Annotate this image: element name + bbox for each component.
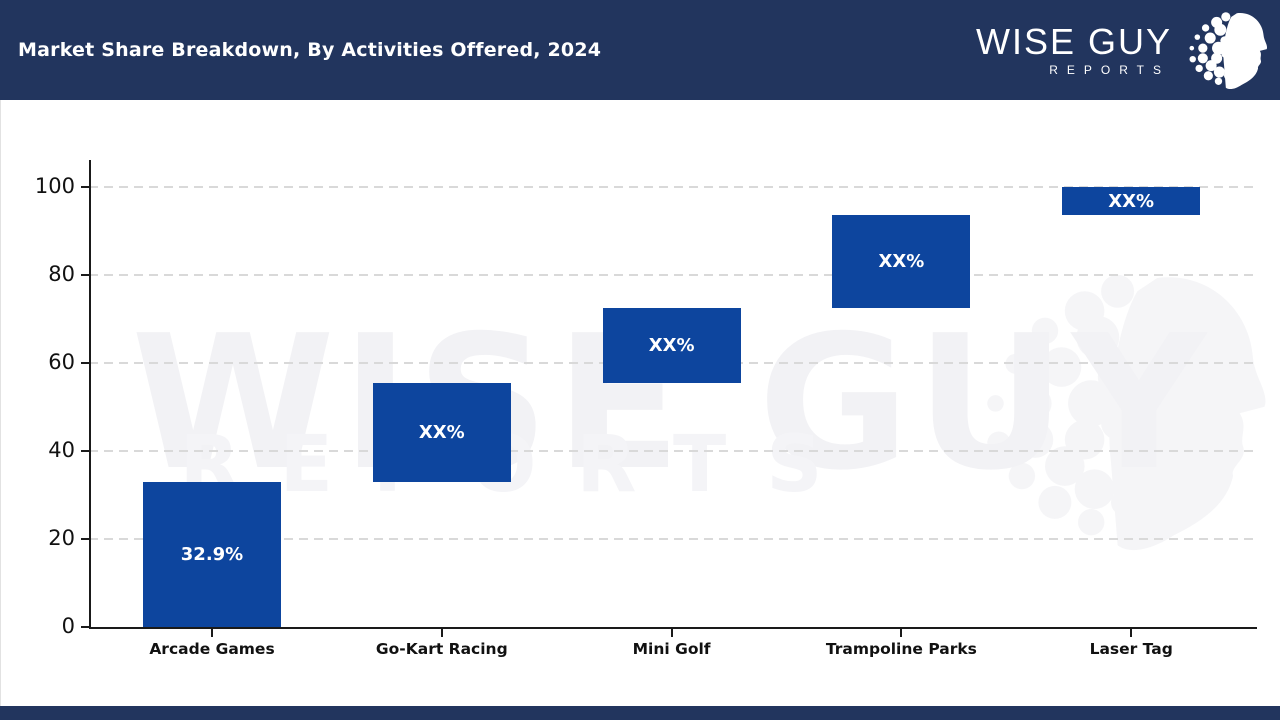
y-axis-tick	[81, 450, 89, 452]
bar-value-label: XX%	[648, 334, 695, 356]
bar-value-label: XX%	[418, 422, 465, 444]
y-axis-tick	[81, 186, 89, 188]
bar-arcade-games: 32.9%	[143, 482, 281, 627]
bar-go-kart-racing: XX%	[372, 382, 511, 483]
y-axis-tick	[81, 274, 89, 276]
page-title: Market Share Breakdown, By Activities Of…	[18, 39, 602, 61]
logo-subtitle: REPORTS	[1049, 63, 1170, 77]
x-axis-tick	[440, 629, 443, 637]
header-banner: Market Share Breakdown, By Activities Of…	[0, 0, 1280, 100]
x-axis-tick	[670, 629, 673, 637]
bar-laser-tag: XX%	[1062, 187, 1201, 216]
logo-text: WISE GUY REPORTS	[975, 21, 1172, 78]
bar-mini-golf: XX%	[602, 308, 741, 383]
x-axis-tick	[900, 629, 903, 637]
bar-value-label: XX%	[1108, 190, 1155, 212]
watermark-head-graphic	[987, 274, 1266, 551]
y-axis-tick	[81, 362, 89, 364]
y-tick-label: 40	[48, 438, 75, 462]
x-axis-tick	[211, 629, 213, 637]
chart-area: WISE GUY REPORTS 0 20 40 60 80 100 32.9% Arcade…	[0, 100, 1280, 706]
bar-trampoline-parks: XX%	[832, 215, 971, 308]
x-axis-tick	[1130, 629, 1133, 637]
wise-guy-reports-logo: WISE GUY REPORTS	[976, 7, 1280, 93]
x-category-label: Mini Golf	[632, 640, 711, 658]
x-category-label: Go-Kart Racing	[375, 640, 508, 658]
gridline-20	[89, 538, 1257, 540]
gridline-100	[89, 186, 1257, 188]
y-tick-label: 0	[61, 614, 75, 638]
logo-wordmark: WISE GUY	[975, 21, 1172, 62]
bar-value-label: XX%	[878, 251, 925, 273]
y-axis	[89, 160, 91, 629]
gridline-40	[89, 450, 1257, 452]
bar-value-label: 32.9%	[180, 544, 244, 566]
y-tick-label: 20	[48, 526, 75, 550]
y-tick-label: 60	[48, 350, 75, 374]
x-category-label: Trampoline Parks	[825, 640, 977, 658]
y-tick-label: 100	[34, 174, 75, 198]
x-axis	[89, 627, 1257, 629]
y-tick-label: 80	[48, 262, 75, 286]
y-axis-tick	[81, 626, 89, 628]
x-category-label: Arcade Games	[149, 640, 275, 658]
gridline-80	[89, 274, 1257, 276]
footer-banner	[0, 706, 1280, 720]
y-axis-tick	[81, 538, 89, 540]
x-category-label: Laser Tag	[1089, 640, 1173, 658]
dotted-head-icon	[1189, 12, 1268, 90]
